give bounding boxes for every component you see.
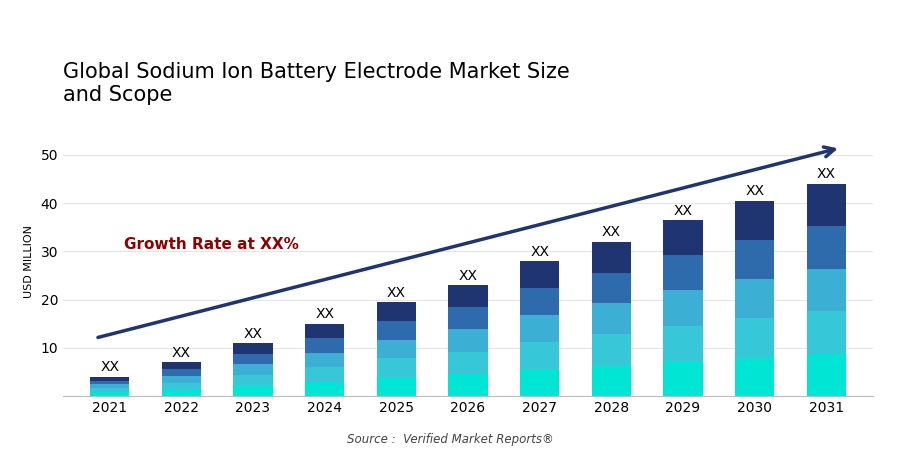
- Bar: [90, 377, 130, 381]
- Bar: [448, 285, 488, 307]
- Text: XX: XX: [745, 184, 764, 198]
- Bar: [520, 369, 560, 396]
- Bar: [735, 240, 774, 279]
- Bar: [448, 351, 488, 374]
- Bar: [162, 362, 201, 369]
- Bar: [806, 354, 846, 396]
- Bar: [591, 273, 631, 303]
- Bar: [806, 311, 846, 354]
- Bar: [233, 385, 273, 396]
- Bar: [735, 357, 774, 396]
- Bar: [233, 375, 273, 385]
- Bar: [448, 329, 488, 351]
- Bar: [591, 365, 631, 396]
- Bar: [162, 376, 201, 382]
- Text: XX: XX: [387, 286, 406, 300]
- Bar: [735, 318, 774, 357]
- Text: XX: XX: [817, 167, 836, 181]
- Bar: [376, 377, 416, 396]
- Bar: [663, 255, 703, 290]
- Bar: [233, 354, 273, 364]
- Bar: [90, 392, 130, 396]
- Bar: [162, 382, 201, 389]
- Bar: [162, 369, 201, 376]
- Bar: [520, 315, 560, 342]
- Text: XX: XX: [315, 307, 334, 321]
- Bar: [448, 307, 488, 329]
- Bar: [735, 201, 774, 240]
- Text: XX: XX: [530, 245, 549, 259]
- Bar: [663, 290, 703, 326]
- Bar: [90, 381, 130, 384]
- Y-axis label: USD MILLION: USD MILLION: [23, 225, 33, 297]
- Text: XX: XX: [100, 360, 119, 374]
- Bar: [520, 342, 560, 369]
- Bar: [233, 364, 273, 375]
- Bar: [591, 242, 631, 273]
- Bar: [591, 303, 631, 334]
- Bar: [663, 361, 703, 396]
- Text: XX: XX: [673, 203, 692, 218]
- Bar: [305, 367, 345, 382]
- Bar: [520, 288, 560, 315]
- Bar: [806, 269, 846, 311]
- Bar: [90, 388, 130, 392]
- Bar: [448, 374, 488, 396]
- Bar: [162, 389, 201, 396]
- Bar: [376, 358, 416, 377]
- Text: Growth Rate at XX%: Growth Rate at XX%: [124, 237, 299, 252]
- Bar: [663, 220, 703, 255]
- Bar: [663, 326, 703, 361]
- Text: XX: XX: [244, 327, 263, 341]
- Bar: [305, 324, 345, 338]
- Bar: [376, 302, 416, 321]
- Bar: [90, 384, 130, 388]
- Text: XX: XX: [602, 225, 621, 239]
- Text: Global Sodium Ion Battery Electrode Market Size
and Scope: Global Sodium Ion Battery Electrode Mark…: [63, 62, 570, 105]
- Bar: [376, 340, 416, 358]
- Text: XX: XX: [458, 269, 478, 283]
- Bar: [305, 353, 345, 367]
- Bar: [520, 261, 560, 288]
- Text: Source :  Verified Market Reports®: Source : Verified Market Reports®: [346, 432, 554, 446]
- Bar: [233, 343, 273, 354]
- Bar: [735, 279, 774, 318]
- Bar: [806, 184, 846, 226]
- Bar: [305, 338, 345, 353]
- Bar: [591, 334, 631, 365]
- Bar: [376, 321, 416, 340]
- Text: XX: XX: [172, 346, 191, 360]
- Bar: [806, 226, 846, 269]
- Bar: [305, 382, 345, 396]
